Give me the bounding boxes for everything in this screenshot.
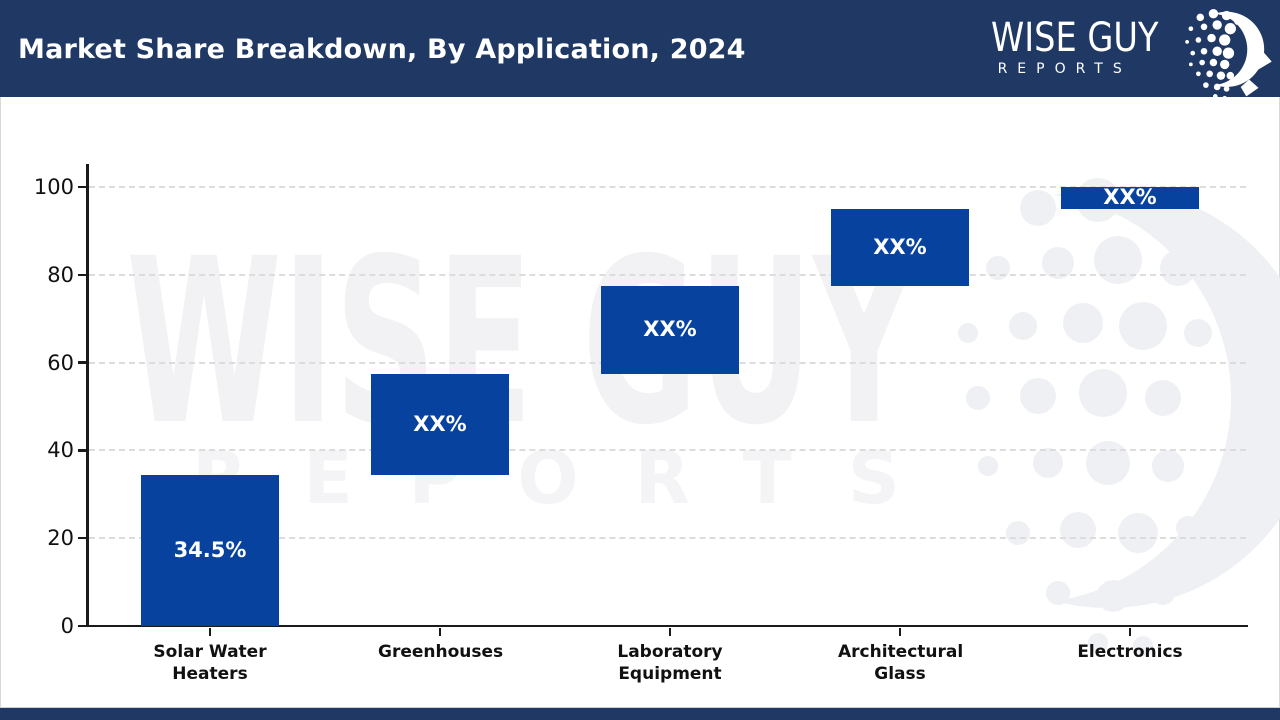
x-axis-label: Architectural Glass <box>838 642 964 685</box>
x-tick-mark <box>1128 628 1132 636</box>
y-tick-mark <box>78 273 89 276</box>
waterfall-bar: XX% <box>1061 187 1199 209</box>
x-axis-label: Laboratory Equipment <box>617 642 723 685</box>
x-tick-mark <box>668 628 672 636</box>
y-tick-label: 100 <box>33 175 74 199</box>
wiseguy-head-icon <box>1175 8 1272 101</box>
x-tick-mark <box>438 628 442 636</box>
y-tick-label: 20 <box>47 526 74 551</box>
chart-title: Market Share Breakdown, By Application, … <box>18 34 746 65</box>
y-tick-mark <box>78 185 89 189</box>
bar-value-label: 34.5% <box>173 537 247 562</box>
y-tick-mark <box>78 537 89 540</box>
x-axis-line <box>86 624 1248 627</box>
header-bar: Market Share Breakdown, By Application, … <box>0 0 1280 101</box>
bar-value-label: XX% <box>1103 185 1157 210</box>
waterfall-bar: 34.5% <box>141 474 279 626</box>
y-axis-line <box>86 164 89 627</box>
x-tick-mark <box>208 628 212 636</box>
gridline <box>89 186 1246 188</box>
x-axis-label: Greenhouses <box>378 642 504 662</box>
x-axis-label: Electronics <box>1077 642 1183 662</box>
bar-value-label: XX% <box>643 317 697 342</box>
waterfall-bar: XX% <box>371 373 509 475</box>
watermark-primary: WISE GUY <box>126 209 916 475</box>
wiseguy-logo: WISE GUY REPORTS <box>991 8 1272 102</box>
footer-divider <box>0 707 1280 708</box>
footer-bar <box>0 708 1280 720</box>
logo-subtitle: REPORTS <box>997 61 1132 77</box>
waterfall-bar: XX% <box>831 208 969 286</box>
x-axis-label: Solar Water Heaters <box>153 642 267 685</box>
watermark-head-icon <box>858 178 1280 656</box>
y-tick-mark <box>78 624 89 628</box>
gridline <box>89 449 1246 452</box>
y-tick-label: 80 <box>47 262 74 287</box>
y-tick-label: 60 <box>47 350 74 375</box>
logo-wordmark: WISE GUY <box>990 15 1159 61</box>
bar-value-label: XX% <box>413 411 467 436</box>
logo-text-block: WISE GUY REPORTS <box>991 18 1190 77</box>
x-tick-mark <box>898 628 902 636</box>
y-tick-label: 40 <box>47 438 74 463</box>
waterfall-bar: XX% <box>601 285 739 374</box>
y-tick-label: 0 <box>60 614 74 638</box>
bar-value-label: XX% <box>873 234 927 259</box>
gridline <box>89 273 1246 276</box>
y-tick-mark <box>78 449 89 452</box>
watermark-secondary: REPORTS <box>192 436 956 520</box>
gridline <box>89 537 1246 540</box>
y-tick-mark <box>78 361 89 364</box>
